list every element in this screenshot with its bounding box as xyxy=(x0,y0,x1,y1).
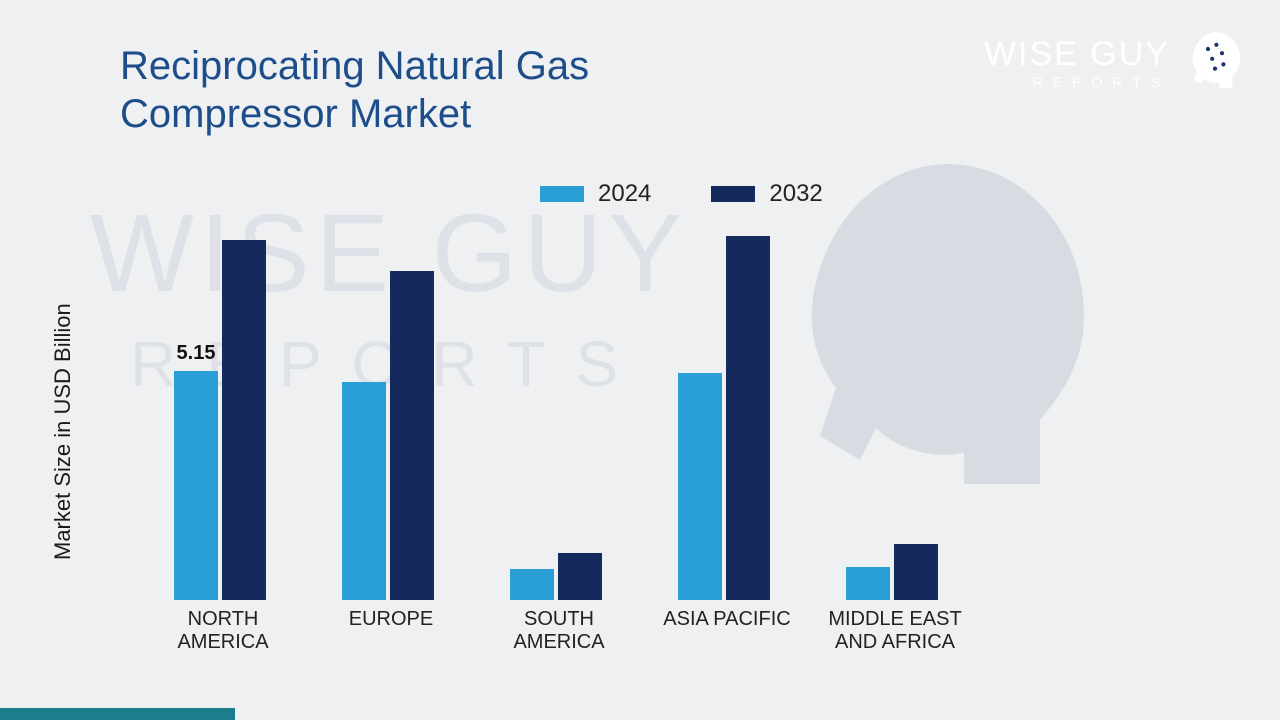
chart-container: Market Size in USD Billion 2024 2032 5.1… xyxy=(60,150,970,710)
bar-2024 xyxy=(342,382,386,600)
brand-sub: REPORTS xyxy=(984,75,1170,89)
x-axis-label: MIDDLE EAST AND AFRICA xyxy=(825,608,965,654)
x-axis-label: NORTH AMERICA xyxy=(153,608,293,654)
brand-main: WISE GUY xyxy=(984,37,1170,71)
bar-2032 xyxy=(558,553,602,600)
bar-2024 xyxy=(846,567,890,600)
page-root: WISE GUY REPORTS WISE GUY REPORTS Recipr… xyxy=(0,0,1280,720)
bar-2024 xyxy=(174,371,218,600)
bar-2024 xyxy=(510,569,554,600)
bar-value-label: 5.15 xyxy=(156,342,236,365)
brand-logo: WISE GUY REPORTS xyxy=(980,28,1250,98)
bar-2032 xyxy=(222,240,266,600)
bar-2032 xyxy=(390,271,434,600)
x-axis-label: SOUTH AMERICA xyxy=(489,608,629,654)
y-axis-label: Market Size in USD Billion xyxy=(50,303,76,560)
plot-area: 5.15NORTH AMERICAEUROPESOUTH AMERICAASIA… xyxy=(140,200,950,600)
bar-2024 xyxy=(678,373,722,600)
accent-bar xyxy=(0,708,235,720)
chart-title: Reciprocating Natural Gas Compressor Mar… xyxy=(120,42,720,138)
brand-head-icon xyxy=(1180,28,1250,98)
bar-2032 xyxy=(726,236,770,600)
x-axis-label: EUROPE xyxy=(321,608,461,631)
bar-2032 xyxy=(894,544,938,600)
x-axis-label: ASIA PACIFIC xyxy=(657,608,797,631)
